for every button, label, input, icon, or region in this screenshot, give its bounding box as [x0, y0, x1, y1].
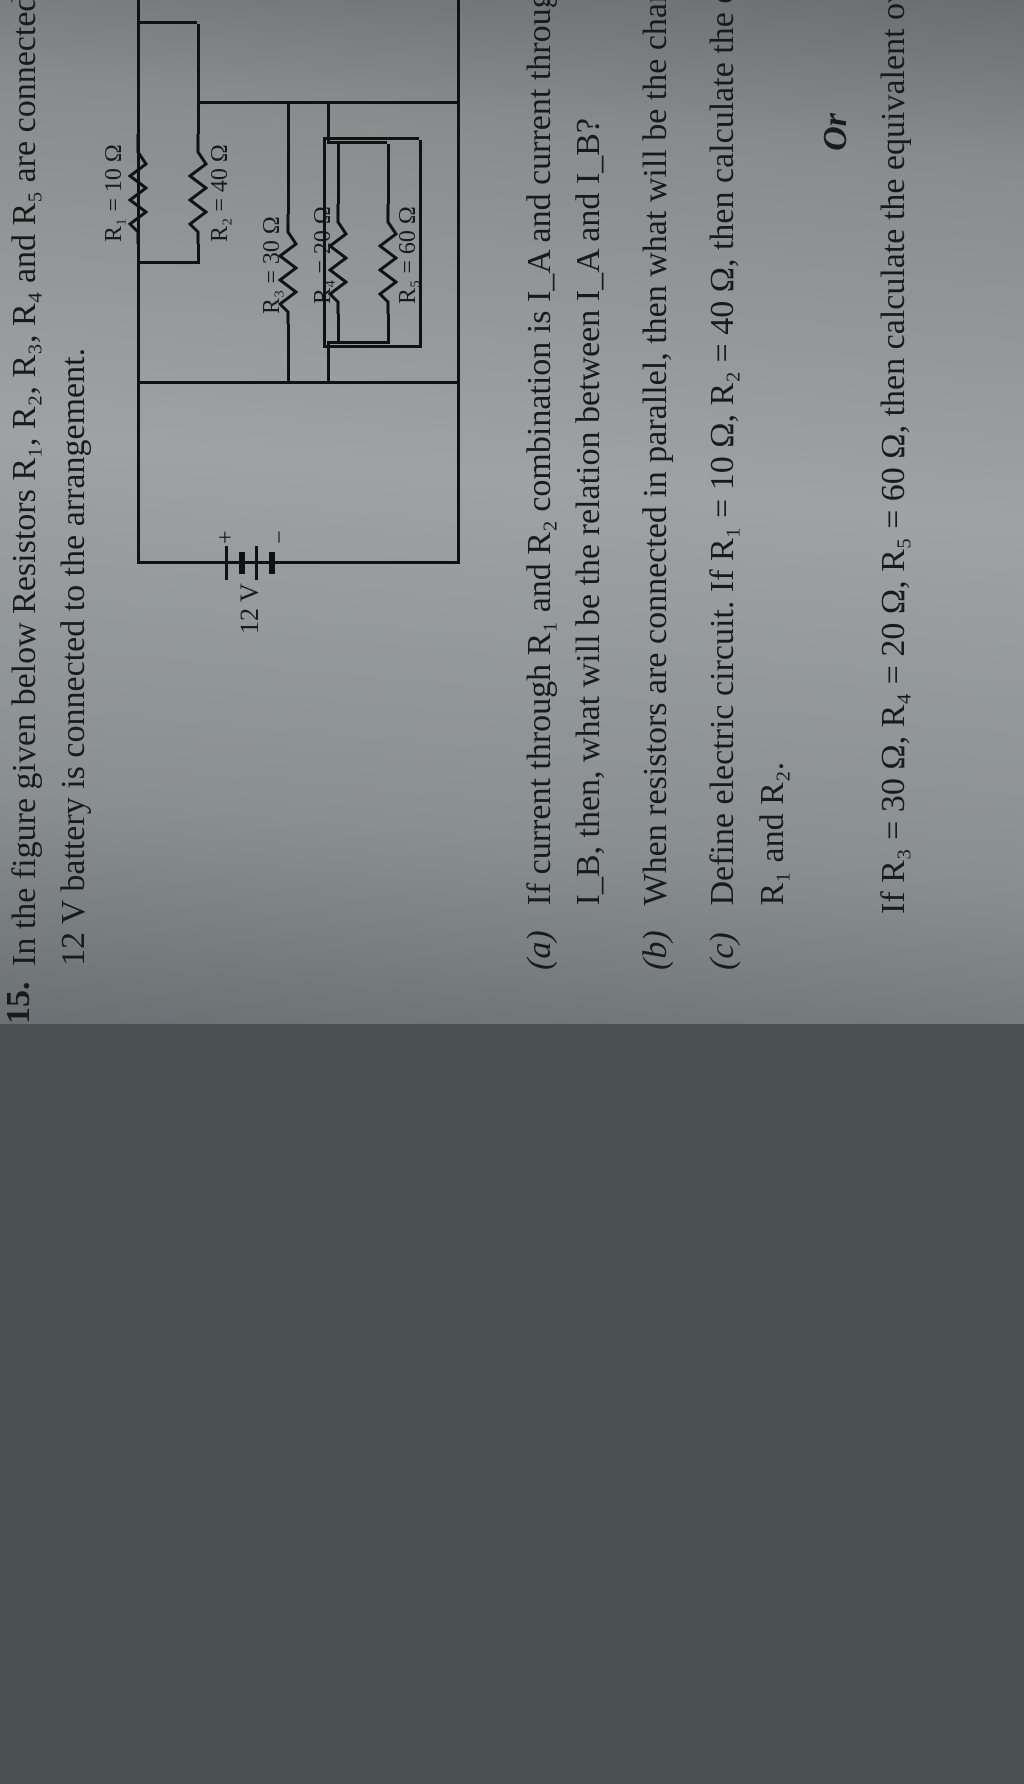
label-r2: R₂ = 40 Ω: [207, 144, 234, 242]
part-a-text-1: If current through R₁ and R₂ combination…: [521, 0, 558, 906]
part-a: (a) If current through R₁ and R₂ combina…: [515, 0, 614, 970]
resistor-r5: [378, 204, 396, 314]
intro-line-1: In the figure given below Resistors R₁, …: [6, 0, 43, 966]
question-intro: In the figure given below Resistors R₁, …: [0, 0, 99, 966]
resistor-r2: [188, 134, 206, 244]
part-c-text-1: Define electric circuit. If R₁ = 10 Ω, R…: [704, 0, 741, 906]
part-c: (c) Define electric circuit. If R₁ = 10 …: [698, 0, 797, 970]
part-c-text-2: R₁ and R₂.: [754, 762, 791, 906]
intro-line-2: 12 V battery is connected to the arrange…: [55, 348, 92, 966]
battery-minus: −: [267, 530, 294, 544]
label-r5: R₅ = 60 Ω: [395, 206, 422, 304]
circuit-diagram: 12 V + − A + − R₁ = 10 Ω R₂ =: [127, 0, 487, 604]
part-b: (b) When resistors are connected in para…: [631, 0, 680, 970]
question-parts: (a) If current through R₁ and R₂ combina…: [515, 0, 797, 970]
battery-plus: +: [213, 530, 240, 544]
label-r3: R₃ = 30 Ω: [259, 216, 286, 314]
resistor-r1: [128, 134, 146, 244]
part-c-label: (c): [698, 914, 747, 970]
question-number: 15.: [0, 970, 38, 1024]
battery-label: 12 V: [235, 583, 265, 634]
or-question: If R₃ = 30 Ω, R₄ = 20 Ω, R₅ = 60 Ω, then…: [869, 0, 918, 914]
label-r1: R₁ = 10 Ω: [101, 144, 128, 242]
part-b-text: When resistors are connected in parallel…: [631, 0, 680, 906]
part-a-label: (a): [515, 914, 564, 970]
part-a-text-2: I_B, then, what will be the relation bet…: [570, 118, 607, 905]
part-b-label: (b): [631, 914, 680, 970]
or-separator: Or: [817, 0, 855, 1024]
